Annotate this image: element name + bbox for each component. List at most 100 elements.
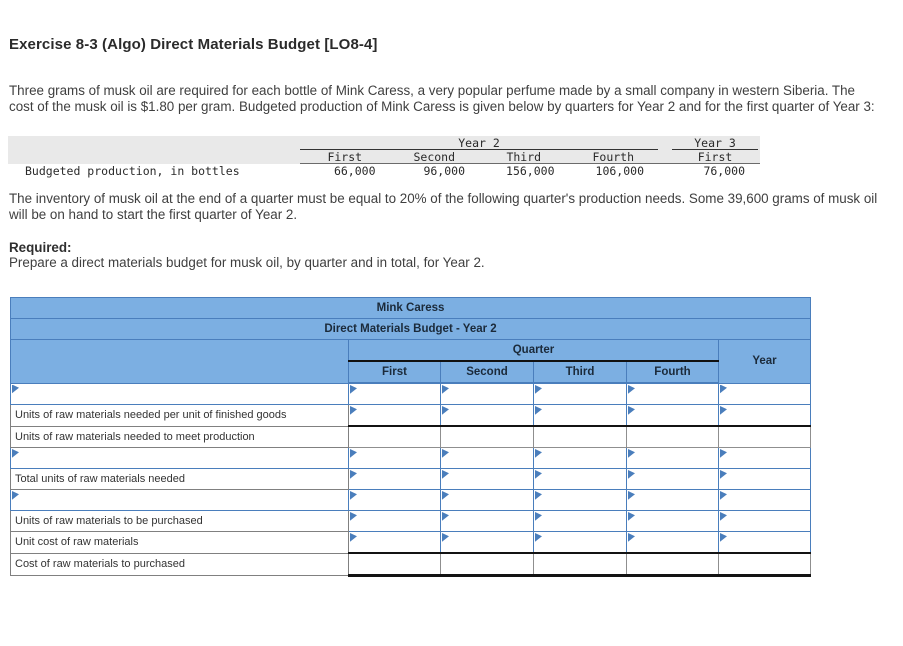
table-row: Unit cost of raw materials [10,531,812,554]
input-marker-icon [628,385,635,394]
input-marker-icon [628,491,635,500]
input-marker-icon [442,385,449,394]
answer-cell-third [533,552,627,577]
table-row [10,382,812,405]
answer-cell-third[interactable] [533,404,627,427]
answer-cell-year [717,425,812,448]
year2-group-header: Year 2 [300,136,658,150]
answer-cell-fourth[interactable] [626,382,719,405]
input-marker-icon [720,406,727,415]
answer-cell-fourth[interactable] [626,404,719,427]
input-marker-icon [720,533,727,542]
quarter-group-header: Quarter [348,339,719,362]
answer-cell-fourth[interactable] [626,489,719,511]
answer-cell-first[interactable] [348,404,441,427]
input-marker-icon [535,385,542,394]
table-row: Cost of raw materials to purchased [10,552,812,577]
input-marker-icon [720,512,727,521]
answer-cell-second[interactable] [440,382,534,405]
input-marker-icon [535,406,542,415]
answer-cell-year[interactable] [717,447,812,469]
production-row: Budgeted production, in bottles 66,000 9… [8,164,760,178]
table-row [10,447,812,469]
answer-cell-second [440,552,534,577]
answer-cell-fourth [626,425,719,448]
input-marker-icon [628,406,635,415]
column-gap [658,136,672,150]
answer-cell-year[interactable] [717,531,812,554]
input-marker-icon [12,384,19,394]
input-marker-icon [535,449,542,458]
production-value-q3: 156,000 [506,164,555,178]
row-label-input-cell[interactable] [10,447,349,469]
answer-cell-third[interactable] [533,468,627,490]
answer-cell-first [348,425,441,448]
answer-cell-third[interactable] [533,489,627,511]
row-label: Total units of raw materials needed [10,468,349,490]
input-marker-icon [628,533,635,542]
input-marker-icon [350,470,357,479]
row-label-input-cell[interactable] [10,382,349,405]
answer-cell-second[interactable] [440,510,534,532]
answer-cell-third[interactable] [533,447,627,469]
answer-cell-third[interactable] [533,531,627,554]
answer-cell-fourth[interactable] [626,510,719,532]
intro-paragraph: Three grams of musk oil are required for… [9,83,875,114]
year-column-header: Year [717,339,812,384]
input-marker-icon [442,491,449,500]
input-marker-icon [628,449,635,458]
budget-table-header: Mink Caress Direct Materials Budget - Ye… [9,297,812,384]
row-label-input-cell[interactable] [10,489,349,511]
answer-cell-year[interactable] [717,404,812,427]
row-label: Unit cost of raw materials [10,531,349,554]
production-table-corner [8,136,300,150]
production-value-y3q1: 76,000 [703,164,745,178]
header-corner-cell [10,339,349,384]
input-marker-icon [442,533,449,542]
column-header-row: First Second Third Fourth [11,360,811,384]
input-marker-icon [720,449,727,458]
answer-cell-fourth[interactable] [626,468,719,490]
answer-cell-first[interactable] [348,382,441,405]
answer-cell-fourth[interactable] [626,531,719,554]
answer-cell-second[interactable] [440,447,534,469]
answer-cell-third[interactable] [533,510,627,532]
input-marker-icon [442,406,449,415]
row-label: Units of raw materials to be purchased [10,510,349,532]
production-table: Year 2 Year 3 First Second Third Fourth … [8,136,760,178]
answer-cell-fourth[interactable] [626,447,719,469]
page-title: Exercise 8-3 (Algo) Direct Materials Bud… [9,36,378,53]
answer-cell-year[interactable] [717,489,812,511]
answer-cell-first[interactable] [348,489,441,511]
answer-cell-year[interactable] [717,510,812,532]
input-marker-icon [442,449,449,458]
table-row: Total units of raw materials needed [10,468,812,490]
answer-cell-third[interactable] [533,382,627,405]
input-marker-icon [12,491,19,500]
production-value-q1: 66,000 [333,164,376,178]
answer-cell-first[interactable] [348,510,441,532]
input-marker-icon [628,470,635,479]
required-text: Prepare a direct materials budget for mu… [9,255,485,270]
input-marker-icon [535,470,542,479]
quarter-header-third: Third [506,150,542,164]
quarter-header-first: First [327,150,363,164]
quarter-header-fourth: Fourth [592,150,635,164]
answer-cell-second[interactable] [440,404,534,427]
answer-cell-second[interactable] [440,489,534,511]
year3-group-header: Year 3 [672,136,758,150]
input-marker-icon [350,385,357,394]
column-header-second: Second [440,360,534,384]
quarter-header-second: Second [413,150,456,164]
production-value-q4: 106,000 [595,164,644,178]
answer-cell-first[interactable] [348,531,441,554]
answer-cell-year[interactable] [717,382,812,405]
production-table-corner [8,150,300,164]
answer-cell-second[interactable] [440,468,534,490]
input-marker-icon [350,512,357,521]
answer-cell-year[interactable] [717,468,812,490]
answer-cell-first[interactable] [348,447,441,469]
answer-cell-second[interactable] [440,531,534,554]
answer-cell-first[interactable] [348,468,441,490]
column-header-first: First [348,360,441,384]
